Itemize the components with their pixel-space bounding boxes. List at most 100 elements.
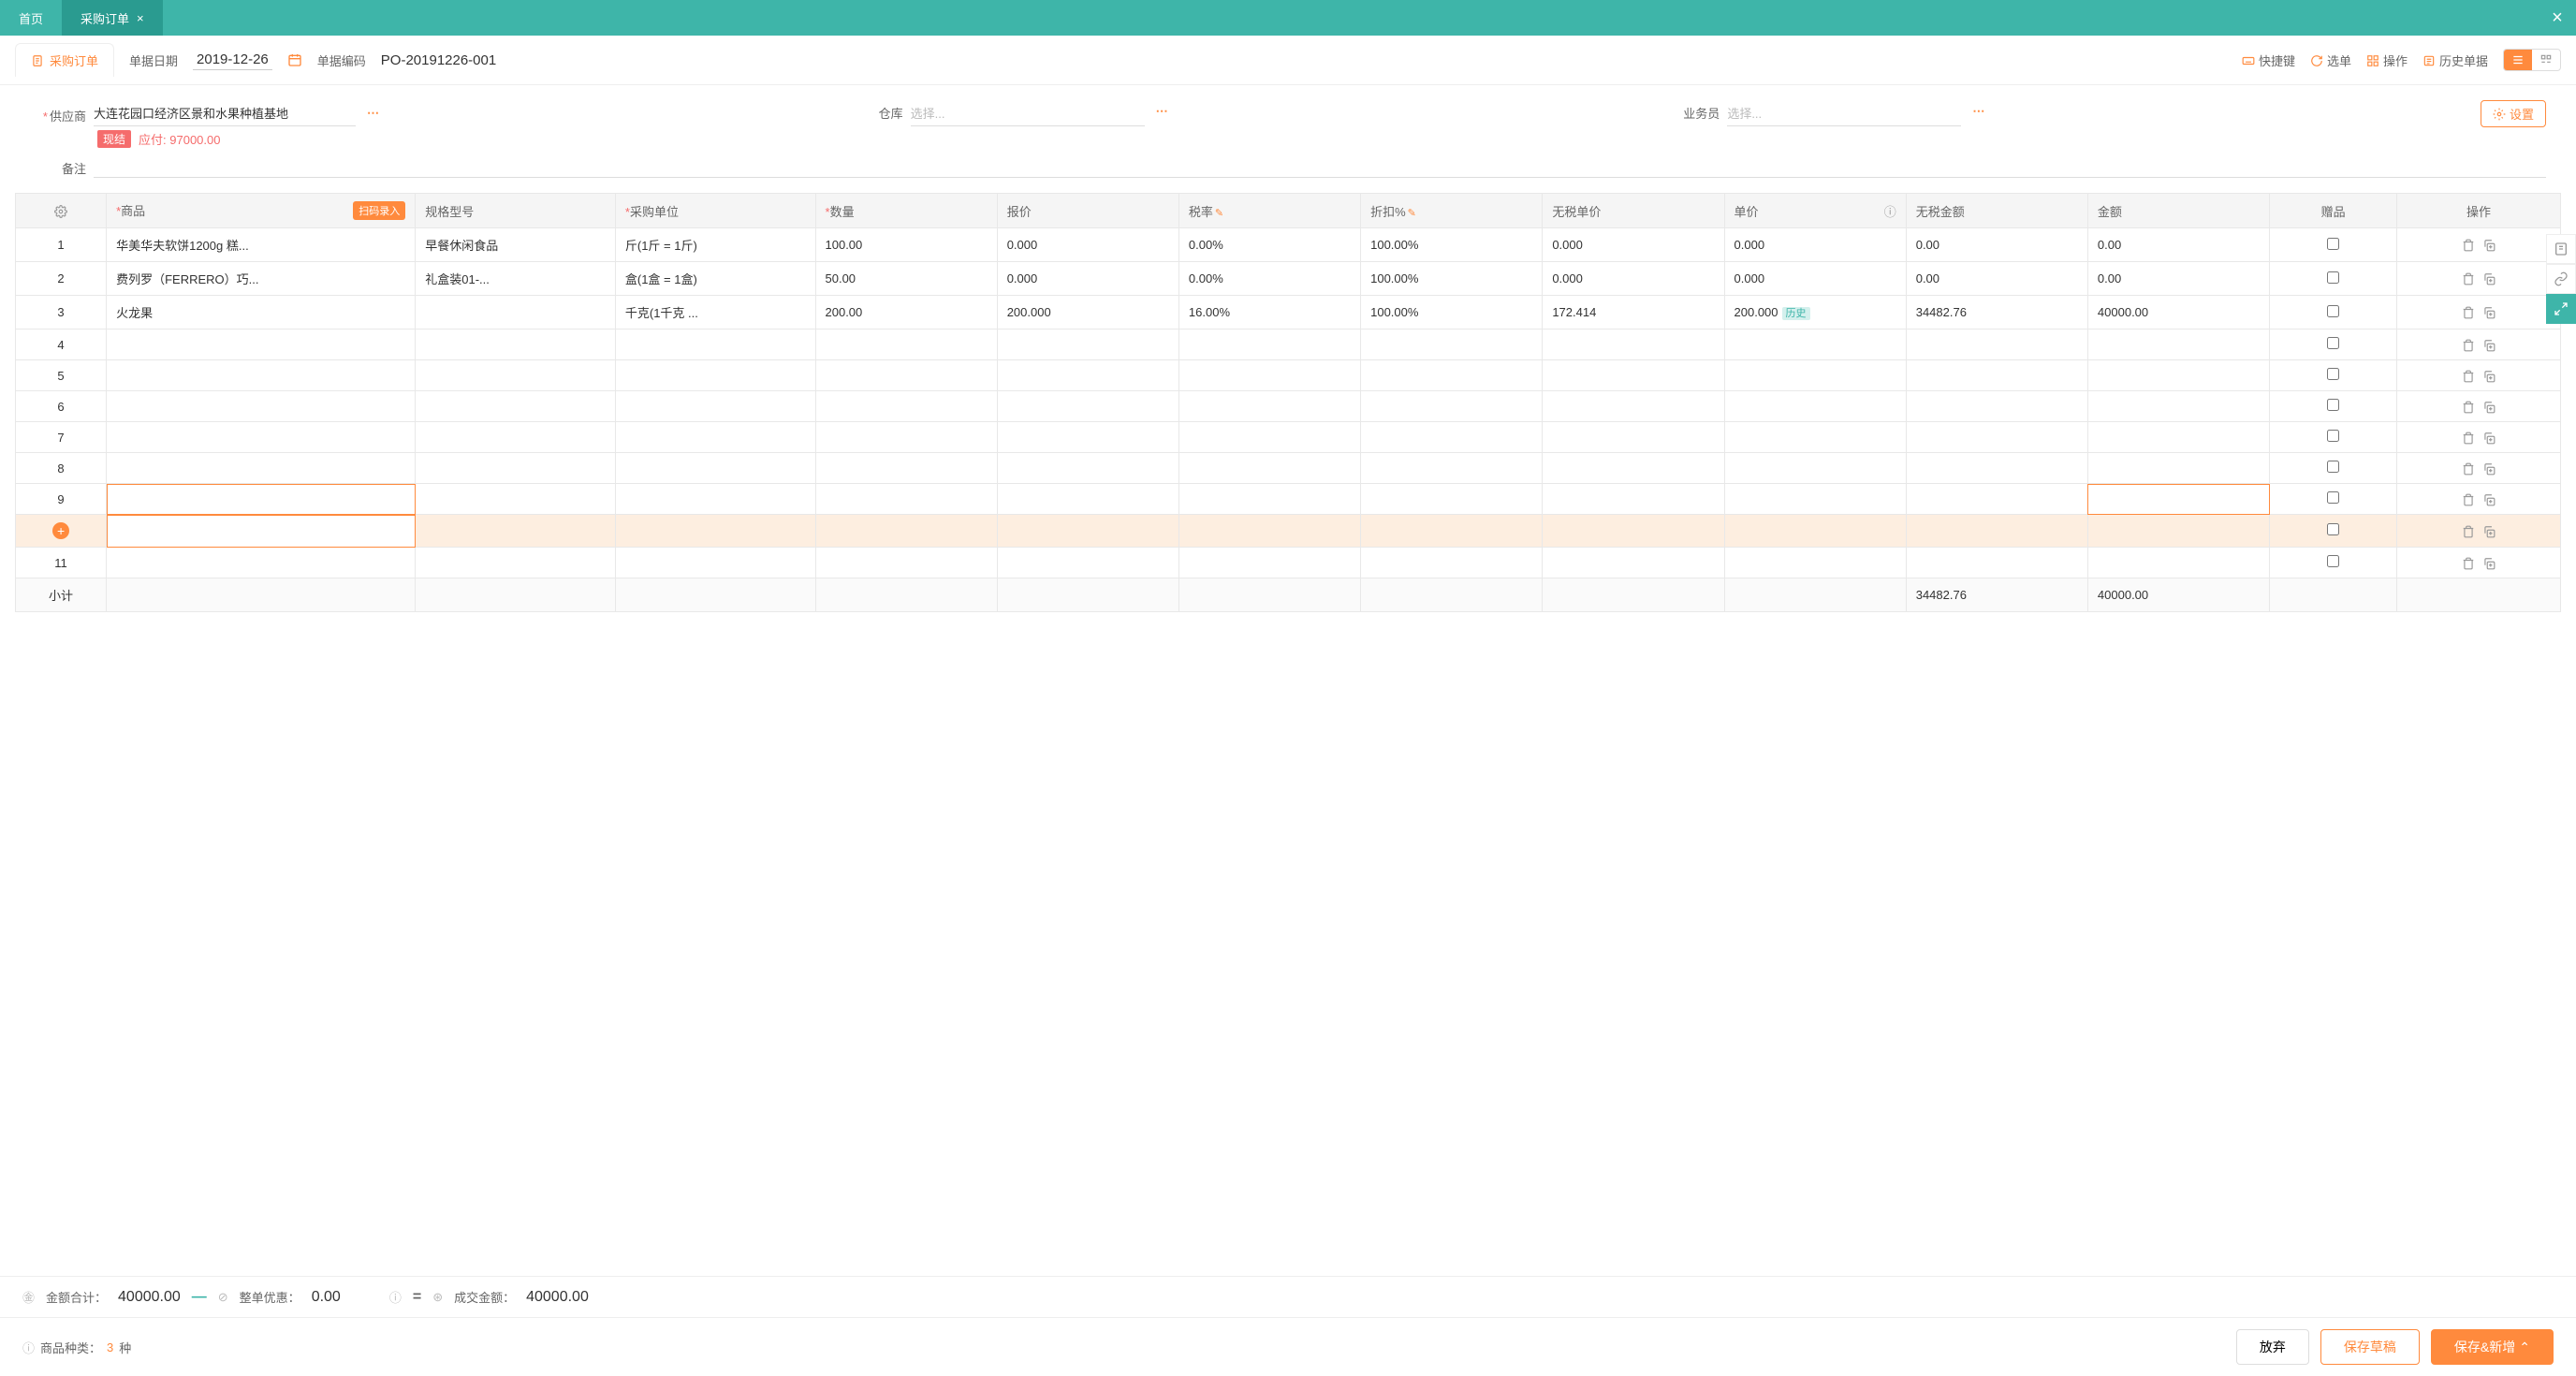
cell-product[interactable] [107, 391, 416, 422]
cell-gift[interactable] [2270, 262, 2397, 296]
cell-untaxed-price[interactable] [1543, 360, 1724, 391]
action-select-order[interactable]: 选单 [2310, 51, 2351, 69]
col-gear[interactable] [16, 194, 107, 228]
cell-unit[interactable]: 千克(1千克 ... [615, 296, 815, 329]
cell-gift[interactable] [2270, 484, 2397, 515]
cell-unit[interactable] [615, 515, 815, 548]
delete-icon[interactable] [2462, 523, 2475, 537]
cell-gift[interactable] [2270, 391, 2397, 422]
cell-product[interactable] [107, 515, 416, 548]
cell-price[interactable] [1724, 391, 1906, 422]
edit-icon[interactable]: ✎ [1215, 208, 1223, 219]
gift-checkbox[interactable] [2327, 271, 2339, 284]
table-row[interactable]: 1华美华夫软饼1200g 糕...早餐休闲食品斤(1斤 = 1斤)100.000… [16, 228, 2561, 262]
delete-icon[interactable] [2462, 238, 2475, 252]
cell-price[interactable] [1724, 484, 1906, 515]
cell-qty[interactable] [815, 484, 997, 515]
cell-qty[interactable]: 200.00 [815, 296, 997, 329]
cell-discount[interactable] [1361, 453, 1543, 484]
cell-discount[interactable] [1361, 391, 1543, 422]
cell-untaxed-price[interactable]: 0.000 [1543, 262, 1724, 296]
help-icon[interactable]: ⓘ [389, 1288, 402, 1306]
cell-untaxed-price[interactable]: 0.000 [1543, 228, 1724, 262]
view-list-icon[interactable] [2504, 50, 2532, 70]
cell-discount[interactable] [1361, 329, 1543, 360]
cell-gift[interactable] [2270, 360, 2397, 391]
cell-tax[interactable]: 16.00% [1178, 296, 1360, 329]
subtab-purchase-order[interactable]: 采购订单 [15, 43, 114, 77]
cell-discount[interactable] [1361, 484, 1543, 515]
cell-tax[interactable] [1178, 515, 1360, 548]
cell-untaxed-amt[interactable]: 0.00 [1906, 228, 2087, 262]
cell-amount[interactable] [2087, 453, 2269, 484]
table-row[interactable]: 3火龙果千克(1千克 ...200.00200.00016.00%100.00%… [16, 296, 2561, 329]
cell-amount[interactable]: 0.00 [2087, 228, 2269, 262]
cell-product[interactable]: 费列罗（FERRERO）巧... [107, 262, 416, 296]
cell-spec[interactable]: 礼盒装01-... [416, 262, 616, 296]
cell-quote[interactable] [997, 360, 1178, 391]
cell-qty[interactable]: 100.00 [815, 228, 997, 262]
cell-unit[interactable] [615, 484, 815, 515]
cell-gift[interactable] [2270, 515, 2397, 548]
delete-icon[interactable] [2462, 555, 2475, 569]
cell-product[interactable] [107, 422, 416, 453]
copy-icon[interactable] [2482, 491, 2496, 505]
cell-amount[interactable]: 40000.00 [2087, 296, 2269, 329]
cell-untaxed-amt[interactable] [1906, 422, 2087, 453]
supplier-input[interactable]: 大连花园口经济区景和水果种植基地 [94, 100, 356, 126]
table-row[interactable]: 7 [16, 422, 2561, 453]
gift-checkbox[interactable] [2327, 461, 2339, 473]
gift-checkbox[interactable] [2327, 337, 2339, 349]
tab-purchase-order[interactable]: 采购订单 × [62, 0, 163, 36]
cell-quote[interactable] [997, 329, 1178, 360]
cell-qty[interactable] [815, 329, 997, 360]
copy-icon[interactable] [2482, 461, 2496, 475]
cell-qty[interactable] [815, 422, 997, 453]
cell-untaxed-amt[interactable] [1906, 515, 2087, 548]
cell-product[interactable] [107, 484, 416, 515]
abandon-button[interactable]: 放弃 [2236, 1329, 2309, 1365]
action-operate[interactable]: 操作 [2366, 51, 2408, 69]
gift-checkbox[interactable] [2327, 555, 2339, 567]
cell-unit[interactable]: 斤(1斤 = 1斤) [615, 228, 815, 262]
cell-untaxed-amt[interactable] [1906, 329, 2087, 360]
cell-product[interactable] [107, 329, 416, 360]
cell-quote[interactable]: 200.000 [997, 296, 1178, 329]
copy-icon[interactable] [2482, 337, 2496, 351]
cell-qty[interactable] [815, 453, 997, 484]
cell-untaxed-amt[interactable] [1906, 484, 2087, 515]
tab-home[interactable]: 首页 [0, 0, 62, 36]
cell-spec[interactable] [416, 422, 616, 453]
cell-product[interactable] [107, 453, 416, 484]
gift-checkbox[interactable] [2327, 368, 2339, 380]
table-row-add[interactable]: + [16, 515, 2561, 548]
salesman-lookup-icon[interactable]: ⋯ [1969, 100, 1989, 123]
cell-product[interactable]: 火龙果 [107, 296, 416, 329]
cell-untaxed-price[interactable] [1543, 329, 1724, 360]
cell-quote[interactable] [997, 391, 1178, 422]
table-row[interactable]: 6 [16, 391, 2561, 422]
cell-price[interactable]: 0.000 [1724, 262, 1906, 296]
gift-checkbox[interactable] [2327, 305, 2339, 317]
cell-price[interactable]: 0.000 [1724, 228, 1906, 262]
remark-input[interactable] [94, 155, 2546, 178]
cell-spec[interactable] [416, 296, 616, 329]
action-shortcut[interactable]: 快捷键 [2242, 51, 2295, 69]
cell-price[interactable]: 200.000历史 [1724, 296, 1906, 329]
cell-discount[interactable]: 100.00% [1361, 296, 1543, 329]
cell-gift[interactable] [2270, 453, 2397, 484]
cell-spec[interactable] [416, 329, 616, 360]
add-row-button[interactable]: + [16, 515, 107, 548]
delete-icon[interactable] [2462, 461, 2475, 475]
tab-close-icon[interactable]: × [137, 11, 144, 25]
copy-icon[interactable] [2482, 523, 2496, 537]
cell-gift[interactable] [2270, 329, 2397, 360]
rail-link-icon[interactable] [2546, 264, 2576, 294]
cell-tax[interactable] [1178, 391, 1360, 422]
cell-spec[interactable] [416, 515, 616, 548]
settings-button[interactable]: 设置 [2481, 100, 2546, 127]
gift-checkbox[interactable] [2327, 523, 2339, 535]
cell-amount[interactable] [2087, 515, 2269, 548]
cell-quote[interactable]: 0.000 [997, 228, 1178, 262]
cell-tax[interactable] [1178, 484, 1360, 515]
